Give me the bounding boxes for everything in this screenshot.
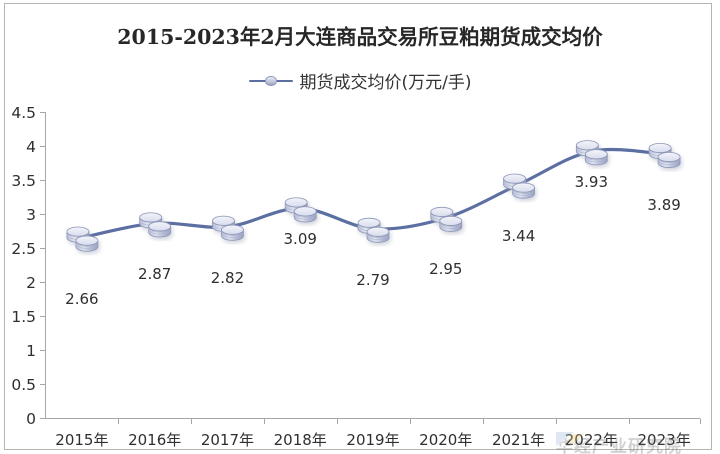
chart-legend: 期货成交均价(万元/手) (0, 68, 720, 93)
y-tick-label: 3 (26, 205, 36, 224)
x-tick-label: 2018年 (273, 431, 327, 449)
y-tick-label: 2 (26, 273, 36, 292)
y-tick-label: 4 (26, 137, 36, 156)
y-tick-label: 2.5 (11, 239, 36, 258)
data-point-marker (67, 227, 98, 251)
data-value-label: 2.66 (65, 289, 99, 308)
series-markers (67, 141, 680, 252)
legend-label-futures-avg-price: 期货成交均价(万元/手) (299, 73, 472, 93)
data-value-label: 3.89 (647, 195, 681, 214)
data-value-label: 3.44 (501, 226, 536, 245)
data-point-marker (649, 143, 680, 167)
data-value-label: 3.93 (574, 173, 609, 192)
data-value-label: 2.87 (137, 265, 172, 284)
data-value-label: 2.95 (429, 259, 463, 278)
y-axis (40, 112, 46, 419)
data-point-marker (358, 218, 389, 242)
x-tick-label: 2020年 (419, 431, 473, 449)
y-tick-label: 0 (26, 409, 36, 428)
y-tick-label: 0.5 (11, 375, 36, 394)
y-tick-label: 1.5 (11, 307, 36, 326)
data-point-marker (212, 216, 243, 240)
data-value-label: 2.82 (210, 268, 245, 287)
data-point-marker (285, 198, 316, 222)
data-value-label: 2.79 (356, 270, 390, 289)
x-axis (45, 418, 701, 424)
x-tick-label: 2019年 (346, 431, 400, 449)
x-tick-label: 2016年 (128, 431, 182, 449)
y-tick-label: 1 (26, 341, 36, 360)
x-tick-label: 2023年 (637, 431, 691, 449)
data-point-marker (576, 141, 607, 165)
x-tick-label: 2017年 (200, 431, 255, 449)
chart-title: 2015-2023年2月大连商品交易所豆粕期货成交均价 (117, 25, 603, 49)
x-tick-label: 2015年 (55, 431, 109, 449)
legend-line-marker (248, 74, 293, 88)
y-tick-label: 3.5 (11, 171, 36, 190)
data-point-marker (431, 207, 462, 231)
x-tick-label: 2021年 (491, 431, 546, 449)
y-tick-label: 4.5 (11, 103, 36, 122)
data-value-label: 3.09 (283, 230, 317, 249)
data-point-marker (140, 213, 171, 237)
x-tick-label: 2022年 (564, 431, 618, 449)
